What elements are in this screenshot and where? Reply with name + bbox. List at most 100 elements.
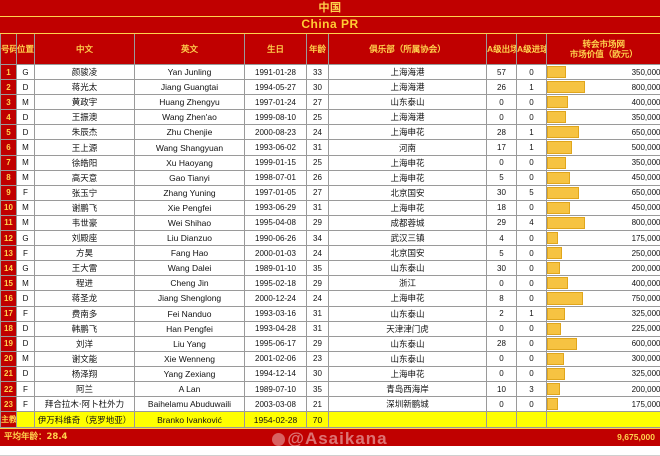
player-club: 山东泰山 — [329, 95, 487, 110]
player-goals: 0 — [517, 246, 547, 261]
player-name-english: Jiang Guangtai — [135, 80, 245, 95]
player-club: 上海海港 — [329, 80, 487, 95]
player-position: D — [17, 291, 35, 306]
player-market-value-cell: 450,000 — [547, 170, 660, 185]
player-goals: 0 — [517, 110, 547, 125]
coach-club — [329, 412, 487, 428]
player-name-english: Wang Zhen'ao — [135, 110, 245, 125]
player-market-value: 325,000 — [632, 309, 660, 318]
player-market-value: 250,000 — [632, 249, 660, 258]
player-name-english: Wang Dalei — [135, 261, 245, 276]
player-number: 17 — [1, 306, 17, 321]
player-club: 上海申花 — [329, 291, 487, 306]
player-club: 青岛西海岸 — [329, 381, 487, 396]
player-number: 15 — [1, 276, 17, 291]
player-name-chinese: 阿兰 — [35, 381, 135, 396]
watermark: @Asaikana — [0, 429, 660, 446]
player-club: 上海申花 — [329, 170, 487, 185]
player-age: 24 — [307, 246, 329, 261]
player-goals: 1 — [517, 80, 547, 95]
player-club: 上海海港 — [329, 110, 487, 125]
player-position: D — [17, 321, 35, 336]
player-caps: 0 — [487, 351, 517, 366]
player-goals: 0 — [517, 336, 547, 351]
col-goals: A级进球 — [517, 34, 547, 65]
player-age: 29 — [307, 215, 329, 230]
market-value-bar — [547, 338, 577, 350]
player-caps: 26 — [487, 80, 517, 95]
player-name-english: Wang Shangyuan — [135, 140, 245, 155]
player-position: D — [17, 366, 35, 381]
player-position: F — [17, 246, 35, 261]
player-name-chinese: 韦世豪 — [35, 215, 135, 230]
player-caps: 29 — [487, 215, 517, 230]
roster-sheet: 中国 China PR 号码 位置 中文 英文 生日 年龄 俱乐部（所属协会） … — [0, 0, 660, 426]
player-market-value: 450,000 — [632, 173, 660, 182]
market-value-bar — [547, 292, 583, 304]
player-caps: 28 — [487, 336, 517, 351]
market-value-bar — [547, 353, 564, 365]
coach-name-chinese: 伊万科维奇（克罗地亚） — [35, 412, 135, 428]
player-number: 10 — [1, 200, 17, 215]
player-goals: 0 — [517, 276, 547, 291]
market-value-bar — [547, 232, 558, 244]
title-chinese: 中国 — [0, 0, 660, 16]
market-value-bar — [547, 141, 572, 153]
player-market-value: 325,000 — [632, 369, 660, 378]
coach-caps — [487, 412, 517, 428]
player-market-value: 300,000 — [632, 354, 660, 363]
player-goals: 0 — [517, 200, 547, 215]
player-market-value: 650,000 — [632, 188, 660, 197]
player-position: F — [17, 185, 35, 200]
player-number: 13 — [1, 246, 17, 261]
player-name-english: Yan Junling — [135, 65, 245, 80]
col-birthday: 生日 — [245, 34, 307, 65]
player-number: 14 — [1, 261, 17, 276]
player-age: 26 — [307, 170, 329, 185]
player-market-value: 175,000 — [632, 400, 660, 409]
player-caps: 10 — [487, 381, 517, 396]
player-position: M — [17, 215, 35, 230]
player-caps: 17 — [487, 140, 517, 155]
player-birthday: 1995-04-08 — [245, 215, 307, 230]
player-market-value: 175,000 — [632, 234, 660, 243]
player-club: 山东泰山 — [329, 306, 487, 321]
player-club: 武汉三镇 — [329, 231, 487, 246]
player-number: 12 — [1, 231, 17, 246]
player-position: F — [17, 381, 35, 396]
player-name-english: Xu Haoyang — [135, 155, 245, 170]
player-market-value: 750,000 — [632, 294, 660, 303]
player-market-value-cell: 200,000 — [547, 381, 660, 396]
watermark-text: @Asaikana — [287, 429, 387, 448]
player-name-english: Jiang Shenglong — [135, 291, 245, 306]
total-market-value: 9,675,000 — [617, 429, 655, 446]
player-name-chinese: 朱辰杰 — [35, 125, 135, 140]
player-goals: 3 — [517, 381, 547, 396]
player-age: 31 — [307, 140, 329, 155]
player-birthday: 1994-05-27 — [245, 80, 307, 95]
player-market-value-cell: 350,000 — [547, 65, 660, 80]
player-age: 25 — [307, 110, 329, 125]
player-caps: 8 — [487, 291, 517, 306]
player-name-chinese: 刘洋 — [35, 336, 135, 351]
player-club: 上海申花 — [329, 366, 487, 381]
market-value-bar — [547, 187, 579, 199]
player-market-value-cell: 400,000 — [547, 95, 660, 110]
player-caps: 5 — [487, 170, 517, 185]
player-club: 上海申花 — [329, 155, 487, 170]
player-number: 2 — [1, 80, 17, 95]
player-goals: 0 — [517, 291, 547, 306]
player-position: M — [17, 170, 35, 185]
player-name-english: Zhu Chenjie — [135, 125, 245, 140]
player-position: M — [17, 276, 35, 291]
player-position: G — [17, 261, 35, 276]
